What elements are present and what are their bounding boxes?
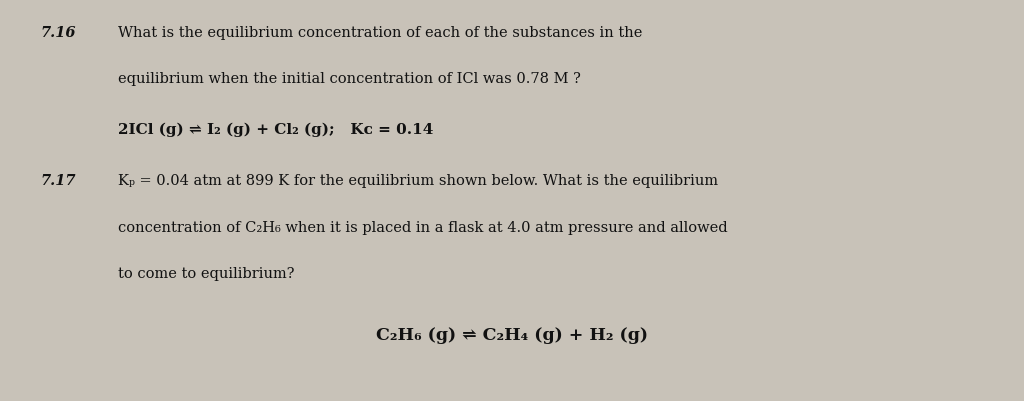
Text: to come to equilibrium?: to come to equilibrium?: [118, 267, 294, 281]
Text: equilibrium when the initial concentration of ICl was 0.78 M ?: equilibrium when the initial concentrati…: [118, 72, 581, 86]
Text: 7.17: 7.17: [41, 174, 77, 188]
Text: 2ICl (g) ⇌ I₂ (g) + Cl₂ (g);   Kᴄ = 0.14: 2ICl (g) ⇌ I₂ (g) + Cl₂ (g); Kᴄ = 0.14: [118, 122, 433, 137]
Text: What is the equilibrium concentration of each of the substances in the: What is the equilibrium concentration of…: [118, 26, 642, 40]
Text: C₂H₆ (g) ⇌ C₂H₄ (g) + H₂ (g): C₂H₆ (g) ⇌ C₂H₄ (g) + H₂ (g): [376, 327, 648, 344]
Text: Kₚ = 0.04 atm at 899 K for the equilibrium shown below. What is the equilibrium: Kₚ = 0.04 atm at 899 K for the equilibri…: [118, 174, 718, 188]
Text: 7.16: 7.16: [41, 26, 77, 40]
Text: concentration of C₂H₆ when it is placed in a flask at 4.0 atm pressure and allow: concentration of C₂H₆ when it is placed …: [118, 221, 727, 235]
